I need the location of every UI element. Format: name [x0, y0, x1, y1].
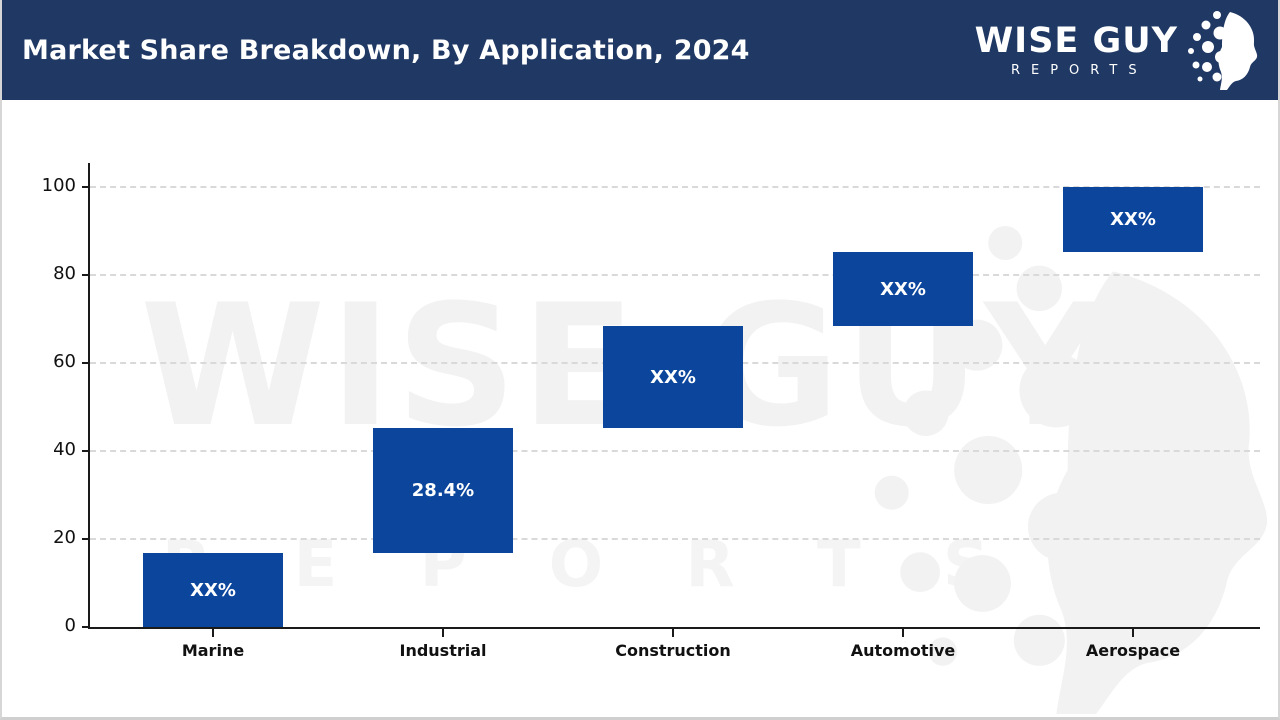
- x-axis-line: [88, 627, 1260, 629]
- x-category-label-automotive: Automotive: [850, 641, 956, 660]
- wiseguy-logo-text: WISE GUY REPORTS: [974, 20, 1178, 78]
- watermark-head-graphic: [874, 225, 1268, 715]
- x-category-label-construction: Construction: [615, 641, 731, 660]
- x-category-label-aerospace: Aerospace: [1085, 641, 1181, 660]
- y-tick-label-80: 80: [53, 263, 76, 284]
- x-category-label-marine: Marine: [181, 641, 245, 660]
- x-tick-automotive: [902, 629, 904, 637]
- y-tick-label-60: 60: [53, 351, 76, 372]
- wiseguy-head-icon: [1188, 11, 1258, 90]
- y-tick-60: [82, 362, 90, 364]
- gridline-y20: [90, 538, 1260, 540]
- bar-value-label-construction: XX%: [650, 366, 696, 388]
- bar-industrial: 28.4%: [373, 428, 513, 554]
- bar-value-label-industrial: 28.4%: [411, 480, 475, 502]
- gridline-y40: [90, 450, 1260, 452]
- logo-subtitle: REPORTS: [1010, 62, 1148, 78]
- x-tick-marine: [212, 629, 214, 637]
- bar-value-label-aerospace: XX%: [1110, 209, 1156, 231]
- gridline-y80: [90, 274, 1260, 276]
- x-tick-aerospace: [1132, 629, 1134, 637]
- y-tick-100: [82, 186, 90, 188]
- header-bar: Market Share Breakdown, By Application, …: [2, 0, 1278, 100]
- y-tick-0: [82, 626, 90, 628]
- y-axis-line: [88, 163, 90, 629]
- watermark-subtitle: R E P O R T S: [162, 528, 1020, 602]
- y-tick-label-0: 0: [64, 615, 76, 636]
- gridline-y100: [90, 186, 1260, 188]
- wiseguy-logo: WISE GUY REPORTS: [975, 9, 1258, 91]
- bar-value-label-marine: XX%: [190, 579, 236, 601]
- y-tick-80: [82, 274, 90, 276]
- bar-automotive: XX%: [833, 252, 973, 327]
- y-tick-label-20: 20: [53, 527, 76, 548]
- y-tick-label-40: 40: [53, 439, 76, 460]
- bar-marine: XX%: [143, 553, 283, 627]
- bar-aerospace: XX%: [1063, 187, 1203, 253]
- bar-value-label-automotive: XX%: [880, 278, 926, 300]
- chart-plot-area: WISE GUY R E P O R T S 0 20 40 60 80 100 XX% Ma…: [2, 100, 1278, 717]
- x-category-label-industrial: Industrial: [399, 641, 487, 660]
- y-tick-40: [82, 450, 90, 452]
- x-tick-industrial: [442, 629, 444, 637]
- page-title: Market Share Breakdown, By Application, …: [22, 34, 750, 66]
- y-tick-label-100: 100: [41, 175, 76, 196]
- x-tick-construction: [672, 629, 674, 637]
- bar-construction: XX%: [603, 326, 743, 429]
- y-tick-20: [82, 538, 90, 540]
- logo-wordmark: WISE GUY: [974, 20, 1178, 61]
